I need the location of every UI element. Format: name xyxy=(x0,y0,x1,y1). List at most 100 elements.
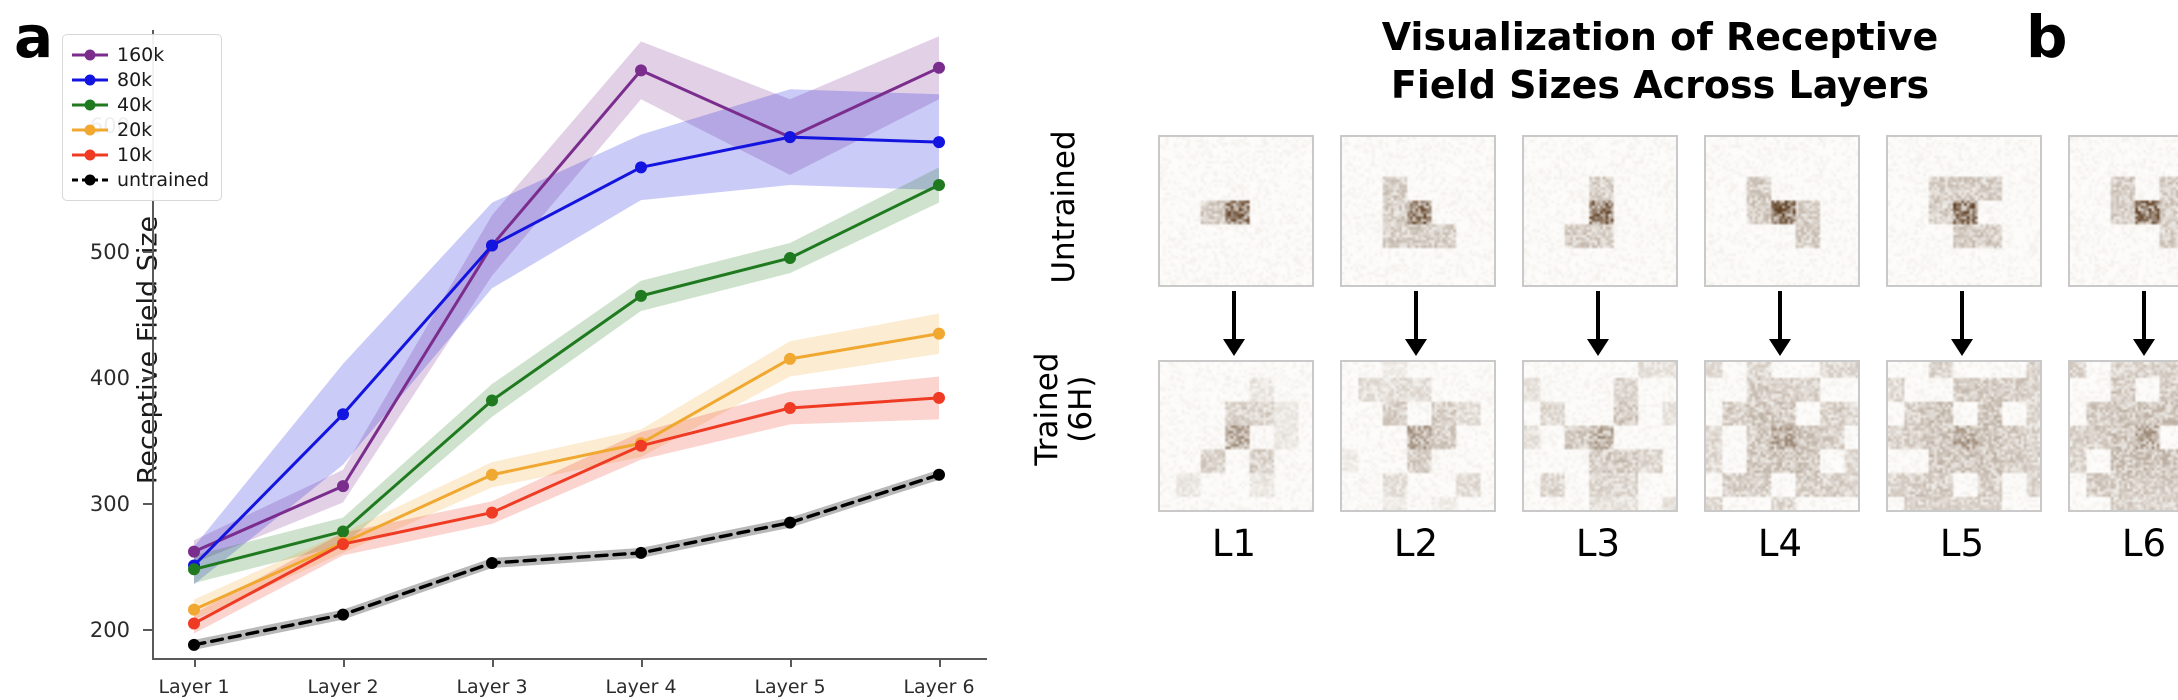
panel-b-title-line1: Visualization of Receptive xyxy=(1381,15,1939,59)
column-label-L3: L3 xyxy=(1575,522,1621,565)
receptive-field-image xyxy=(2070,137,2178,285)
receptive-field-image xyxy=(1524,137,1676,285)
y-axis-line xyxy=(152,30,154,660)
receptive-field-image xyxy=(1888,137,2040,285)
series-line-80k xyxy=(192,135,941,567)
y-tick: 400 xyxy=(90,366,152,390)
row-label-untrained: Untrained xyxy=(1045,130,1082,284)
x-tick xyxy=(641,658,643,667)
tile-untrained-L5 xyxy=(1886,135,2042,287)
legend-label: 80k xyxy=(117,68,153,91)
down-arrow-icon xyxy=(2133,291,2155,356)
data-point-20k-layer-6 xyxy=(933,327,945,340)
data-point-10k-layer-5 xyxy=(784,402,796,414)
receptive-field-image xyxy=(2070,362,2178,510)
column-label-L4: L4 xyxy=(1757,522,1803,565)
x-tick-label: Layer 1 xyxy=(158,676,230,698)
legend-swatch-icon xyxy=(72,48,108,62)
tile-trained-L6 xyxy=(2068,360,2178,512)
data-point-40k-layer-5 xyxy=(784,252,796,265)
chart-series-svg xyxy=(188,36,945,651)
tile-untrained-L2 xyxy=(1340,135,1496,287)
data-point-untrained-layer-4 xyxy=(635,546,647,559)
y-tick-label: 200 xyxy=(89,617,130,642)
series-line-untrained xyxy=(192,473,941,647)
series-line-20k xyxy=(192,332,941,612)
tile-trained-L3 xyxy=(1522,360,1678,512)
confidence-band-40k xyxy=(194,167,939,584)
legend-swatch-icon xyxy=(72,123,108,137)
x-tick-label: Layer 6 xyxy=(903,676,975,698)
confidence-band-160k xyxy=(194,36,939,563)
tile-trained-L5 xyxy=(1886,360,2042,512)
legend-swatch-icon xyxy=(72,173,108,187)
y-tick: 500 xyxy=(90,240,152,264)
legend-label: untrained xyxy=(117,168,210,191)
x-tick xyxy=(194,658,196,667)
data-point-10k-layer-1 xyxy=(188,617,200,630)
panel-b-letter: b xyxy=(2026,3,2068,71)
tile-trained-L4 xyxy=(1704,360,1860,512)
data-point-40k-layer-6 xyxy=(933,178,945,191)
data-point-20k-layer-1 xyxy=(188,603,200,616)
row-label-trained: Trained (6H) xyxy=(1028,309,1099,509)
legend-label: 10k xyxy=(117,143,153,166)
tile-trained-L2 xyxy=(1340,360,1496,512)
data-point-80k-layer-3 xyxy=(486,239,498,252)
data-point-160k-layer-1 xyxy=(188,545,200,558)
data-point-40k-layer-2 xyxy=(337,525,349,538)
data-point-untrained-layer-6 xyxy=(933,468,945,481)
confidence-band-untrained xyxy=(194,469,939,650)
data-point-10k-layer-3 xyxy=(486,506,498,519)
y-tick-label: 300 xyxy=(89,491,130,516)
legend-label: 20k xyxy=(117,118,153,141)
data-point-160k-layer-2 xyxy=(337,480,349,493)
x-tick xyxy=(939,658,941,667)
receptive-field-image xyxy=(1160,137,1312,285)
x-tick-label: Layer 3 xyxy=(456,676,528,698)
data-point-untrained-layer-5 xyxy=(784,516,796,529)
tile-untrained-L1 xyxy=(1158,135,1314,287)
receptive-field-image xyxy=(1706,362,1858,510)
y-tick-label: 400 xyxy=(89,365,130,390)
data-point-40k-layer-1 xyxy=(188,563,200,576)
down-arrow-icon xyxy=(1223,291,1245,356)
legend-item-20k[interactable]: 20k xyxy=(72,117,209,142)
panel-b-title: Visualization of Receptive Field Sizes A… xyxy=(1160,14,2160,110)
data-point-20k-layer-5 xyxy=(784,352,796,365)
y-tick-label: 500 xyxy=(89,239,130,264)
tile-untrained-L3 xyxy=(1522,135,1678,287)
x-tick xyxy=(790,658,792,667)
legend-label: 40k xyxy=(117,93,153,116)
panel-a-letter: a xyxy=(14,3,54,71)
x-tick xyxy=(343,658,345,667)
y-tick: 200 xyxy=(90,618,152,642)
down-arrow-icon xyxy=(1769,291,1791,356)
legend-item-40k[interactable]: 40k xyxy=(72,92,209,117)
legend-item-160k[interactable]: 160k xyxy=(72,42,209,67)
column-label-L5: L5 xyxy=(1939,522,1985,565)
x-tick xyxy=(492,658,494,667)
legend-swatch-icon xyxy=(72,148,108,162)
legend-item-80k[interactable]: 80k xyxy=(72,67,209,92)
data-point-10k-layer-6 xyxy=(933,391,945,404)
data-point-40k-layer-4 xyxy=(635,289,647,302)
receptive-field-image xyxy=(1342,362,1494,510)
receptive-field-image xyxy=(1706,137,1858,285)
data-point-80k-layer-4 xyxy=(635,161,647,174)
down-arrow-icon xyxy=(1587,291,1609,356)
legend-item-10k[interactable]: 10k xyxy=(72,142,209,167)
legend-label: 160k xyxy=(117,43,165,66)
tile-untrained-L6 xyxy=(2068,135,2178,287)
row-label-trained-line2: (6H) xyxy=(1063,375,1099,443)
row-label-trained-line1: Trained xyxy=(1028,352,1065,466)
data-point-untrained-layer-2 xyxy=(337,608,349,621)
series-line-10k xyxy=(192,396,941,625)
series-line-40k xyxy=(192,183,941,571)
legend-item-untrained[interactable]: untrained xyxy=(72,167,209,192)
data-point-80k-layer-5 xyxy=(784,131,796,144)
legend-swatch-icon xyxy=(72,98,108,112)
data-point-10k-layer-4 xyxy=(635,439,647,452)
